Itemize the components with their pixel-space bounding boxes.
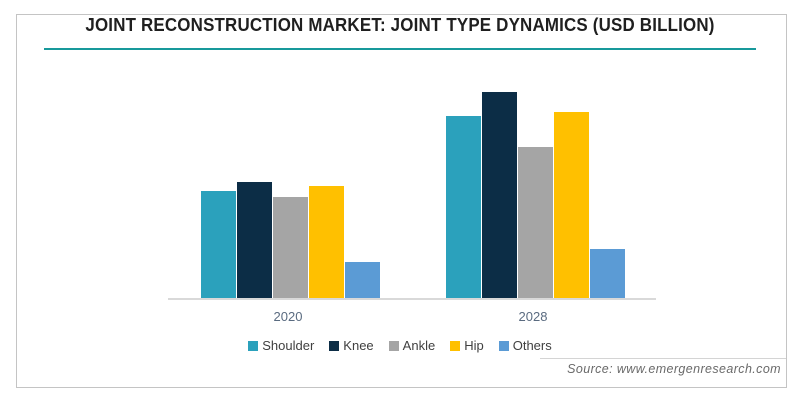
- legend-label: Ankle: [402, 338, 436, 353]
- legend-swatch-icon: [450, 340, 461, 351]
- legend: Shoulder Knee Ankle Hip Others: [0, 338, 800, 353]
- bar-2020-knee: [237, 182, 272, 298]
- legend-label: Knee: [343, 338, 374, 353]
- x-tick-label: 2028: [518, 309, 548, 324]
- bar-2020-hip: [309, 186, 344, 298]
- bar-2020-ankle: [273, 197, 308, 298]
- bar-2028-knee: [482, 92, 517, 298]
- bar-2020-others: [345, 262, 380, 298]
- bar-2028-shoulder: [446, 116, 481, 298]
- legend-item-others: Others: [498, 338, 552, 353]
- legend-swatch-icon: [248, 340, 259, 351]
- x-tick-label: 2020: [273, 309, 303, 324]
- legend-swatch-icon: [329, 340, 340, 351]
- bar-2028-hip: [554, 112, 589, 298]
- legend-label: Hip: [464, 338, 484, 353]
- border-frame: [16, 14, 787, 388]
- source-divider: [540, 358, 786, 359]
- bar-2020-shoulder: [201, 191, 236, 298]
- legend-label: Shoulder: [262, 338, 315, 353]
- legend-item-ankle: Ankle: [388, 338, 436, 353]
- chart-title: JOINT RECONSTRUCTION MARKET: JOINT TYPE …: [85, 15, 715, 35]
- legend-item-knee: Knee: [329, 338, 374, 353]
- legend-item-shoulder: Shoulder: [248, 338, 314, 353]
- bar-2028-others: [590, 249, 625, 298]
- legend-item-hip: Hip: [450, 338, 484, 353]
- bar-2028-ankle: [518, 147, 553, 298]
- x-axis-line: [168, 298, 656, 300]
- title-underline: [44, 48, 756, 50]
- legend-swatch-icon: [388, 340, 399, 351]
- legend-swatch-icon: [498, 340, 509, 351]
- plot-area: [168, 68, 656, 300]
- legend-label: Others: [512, 338, 552, 353]
- source-text: Source: www.emergenresearch.com: [567, 362, 781, 376]
